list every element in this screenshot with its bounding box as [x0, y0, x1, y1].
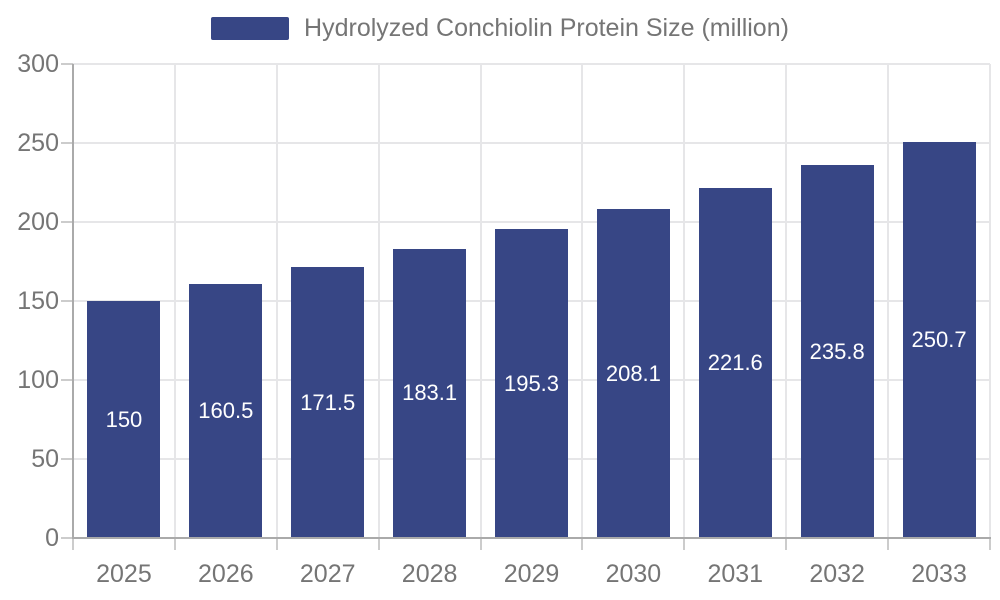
v-gridline: [275, 64, 278, 538]
bar-value-label: 235.8: [809, 338, 865, 364]
bar: [698, 187, 772, 538]
y-axis-tick-label: 200: [17, 208, 59, 236]
y-axis-tick: [61, 221, 73, 223]
bar: [189, 284, 263, 538]
v-gridline: [989, 64, 991, 538]
y-axis-tick-label: 150: [17, 287, 59, 315]
x-axis-tick: [785, 538, 788, 550]
v-gridline: [683, 64, 686, 538]
x-axis-tick-label: 2026: [198, 560, 254, 588]
legend-item[interactable]: Hydrolyzed Conchiolin Protein Size (mill…: [211, 14, 789, 43]
bar: [800, 165, 874, 538]
v-gridline: [581, 64, 584, 538]
bar-value-label: 208.1: [605, 360, 661, 386]
y-axis-tick: [61, 537, 73, 539]
x-axis-tick-label: 2033: [911, 560, 967, 588]
v-gridline: [377, 64, 380, 538]
v-gridline: [173, 64, 176, 538]
y-axis-line: [72, 64, 74, 538]
x-axis-tick-label: 2030: [605, 560, 662, 588]
bar: [393, 248, 467, 538]
h-gridline: [73, 142, 990, 144]
y-axis-tick: [61, 142, 73, 144]
x-axis-tick: [275, 538, 278, 550]
bar-value-label: 183.1: [402, 380, 458, 406]
v-gridline: [479, 64, 482, 538]
x-axis-tick-label: 2027: [299, 560, 356, 588]
bar-value-label: 250.7: [911, 326, 967, 352]
v-gridline: [887, 64, 890, 538]
y-axis-tick-label: 50: [31, 445, 59, 473]
bar-value-label: 195.3: [503, 370, 560, 396]
plot-area: 150 160.5 171.5 183.1 195.3 208.1 221.6 235.8 25…: [72, 63, 991, 539]
bar-value-label: 160.5: [198, 398, 254, 424]
y-axis-tick-label: 300: [17, 50, 59, 78]
x-axis-tick: [72, 538, 74, 550]
bar-value-label: 150: [105, 406, 143, 432]
x-axis-tick-label: 2032: [809, 560, 865, 588]
y-axis-tick: [61, 300, 73, 302]
legend-label: Hydrolyzed Conchiolin Protein Size (mill…: [304, 14, 789, 42]
x-axis-tick: [173, 538, 176, 550]
legend-swatch-icon: [211, 17, 290, 40]
y-axis-tick-label: 0: [45, 524, 59, 552]
chart-legend: Hydrolyzed Conchiolin Protein Size (mill…: [0, 14, 1000, 43]
x-axis-tick: [581, 538, 584, 550]
h-gridline: [73, 63, 990, 65]
x-axis-tick: [683, 538, 686, 550]
bar-value-label: 221.6: [707, 349, 763, 375]
h-gridline: [73, 221, 990, 223]
x-axis-tick: [377, 538, 380, 550]
bar: [495, 229, 568, 538]
y-axis-tick: [61, 379, 73, 381]
y-axis-tick: [61, 63, 73, 65]
y-axis-tick-label: 250: [17, 129, 59, 157]
x-axis-tick: [479, 538, 482, 550]
y-axis-tick: [61, 458, 73, 460]
x-axis-line: [72, 537, 991, 539]
bar: [87, 301, 161, 538]
x-axis-tick-label: 2029: [503, 560, 560, 588]
x-axis-tick-label: 2028: [401, 560, 458, 588]
v-gridline: [785, 64, 788, 538]
x-axis-tick: [989, 538, 991, 550]
x-axis-tick-label: 2031: [707, 560, 764, 588]
bar: [291, 267, 365, 538]
bar-value-label: 171.5: [300, 389, 356, 415]
y-axis-tick-label: 100: [17, 366, 59, 394]
x-axis-tick-label: 2025: [96, 560, 152, 588]
bar: [902, 141, 976, 538]
bar: [596, 209, 670, 538]
x-axis-tick: [887, 538, 890, 550]
